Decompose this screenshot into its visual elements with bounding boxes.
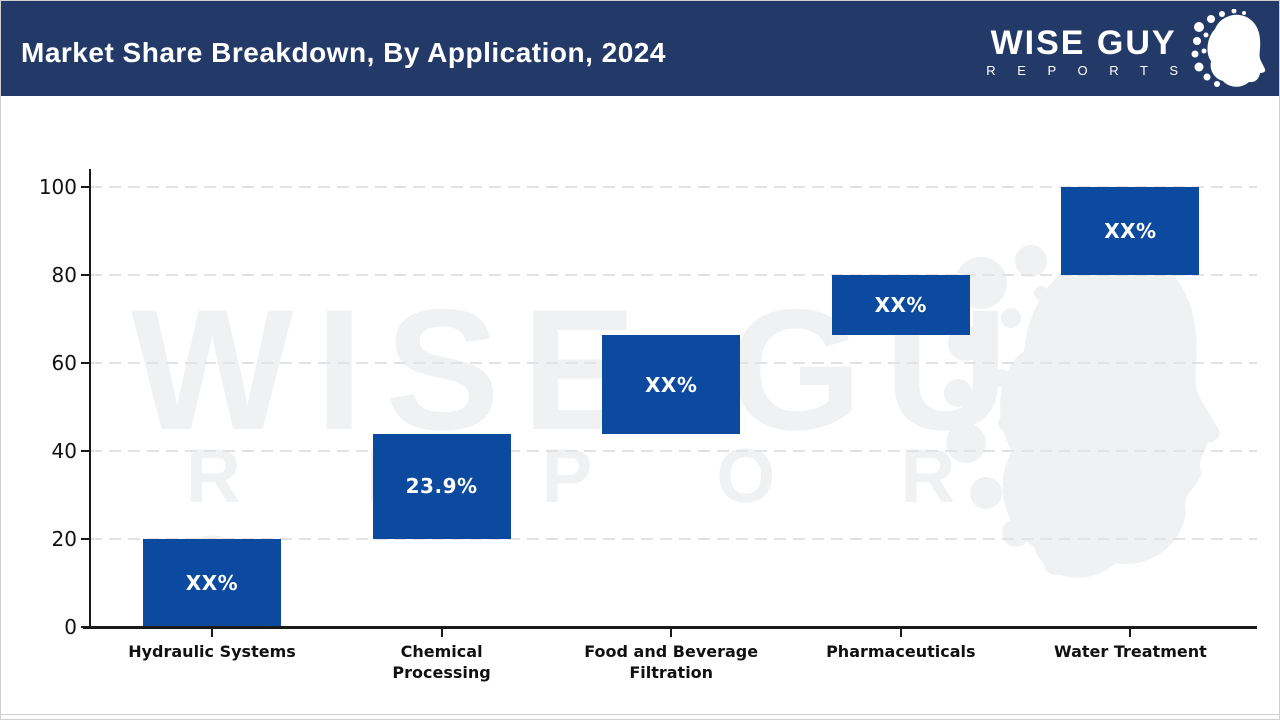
page-title: Market Share Breakdown, By Application, …: [21, 37, 666, 68]
bar-value-label: XX%: [185, 571, 239, 595]
gridline: [90, 274, 1257, 276]
x-axis-line: [83, 626, 1257, 629]
x-axis-tick: [670, 629, 673, 637]
bar-value-label: XX%: [644, 372, 698, 397]
bar-value-label: 23.9%: [405, 474, 478, 499]
y-tick-label: 40: [51, 439, 77, 463]
y-axis-tick: [81, 274, 89, 276]
x-category-label: Water Treatment: [1054, 642, 1207, 661]
x-category-label: Hydraulic Systems: [128, 642, 296, 661]
bar-value-label: XX%: [1104, 219, 1157, 243]
header-bar: Market Share Breakdown, By Application, …: [1, 1, 1279, 96]
y-axis-tick: [81, 450, 89, 452]
bar-pharmaceuticals: XX%: [831, 275, 970, 336]
x-axis-tick: [899, 629, 902, 637]
logo-wordmark: WISE GUY: [990, 23, 1177, 62]
y-axis-tick: [81, 538, 89, 540]
x-category-label: Chemical Processing: [392, 642, 491, 682]
y-tick-label: 20: [51, 527, 77, 551]
y-tick-label: 80: [51, 263, 77, 287]
x-category-label: Food and Beverage Filtration: [584, 642, 759, 682]
face-profile-dots-icon: [1189, 8, 1267, 93]
x-axis-tick: [211, 629, 213, 637]
y-tick-label: 0: [64, 615, 77, 639]
logo-subtitle: R E P O R T S: [986, 62, 1187, 78]
bar-hydraulic-systems: XX%: [143, 539, 281, 627]
gridline: [90, 538, 1257, 540]
wiseguy-logo: WISE GUY R E P O R T S: [980, 8, 1267, 93]
x-axis-tick: [440, 629, 443, 637]
y-axis-line: [89, 169, 91, 629]
x-axis-tick: [1129, 629, 1132, 637]
bar-value-label: XX%: [874, 293, 927, 318]
y-tick-label: 100: [38, 175, 77, 199]
logo-text: WISE GUY R E P O R T S: [980, 25, 1187, 78]
y-axis-tick: [81, 362, 89, 364]
bar-chemical: 23.9%: [372, 433, 511, 539]
watermark-face-profile-dots-icon: [936, 223, 1266, 597]
bar-water-treatment: XX%: [1061, 187, 1200, 275]
x-category-label: Pharmaceuticals: [826, 642, 976, 661]
footer-divider: [1, 714, 1279, 715]
bar-food-and-beverage: XX%: [602, 335, 741, 434]
y-axis-tick: [81, 186, 89, 188]
gridline: [90, 450, 1257, 452]
y-tick-label: 60: [51, 351, 77, 375]
gridline: [90, 186, 1257, 188]
